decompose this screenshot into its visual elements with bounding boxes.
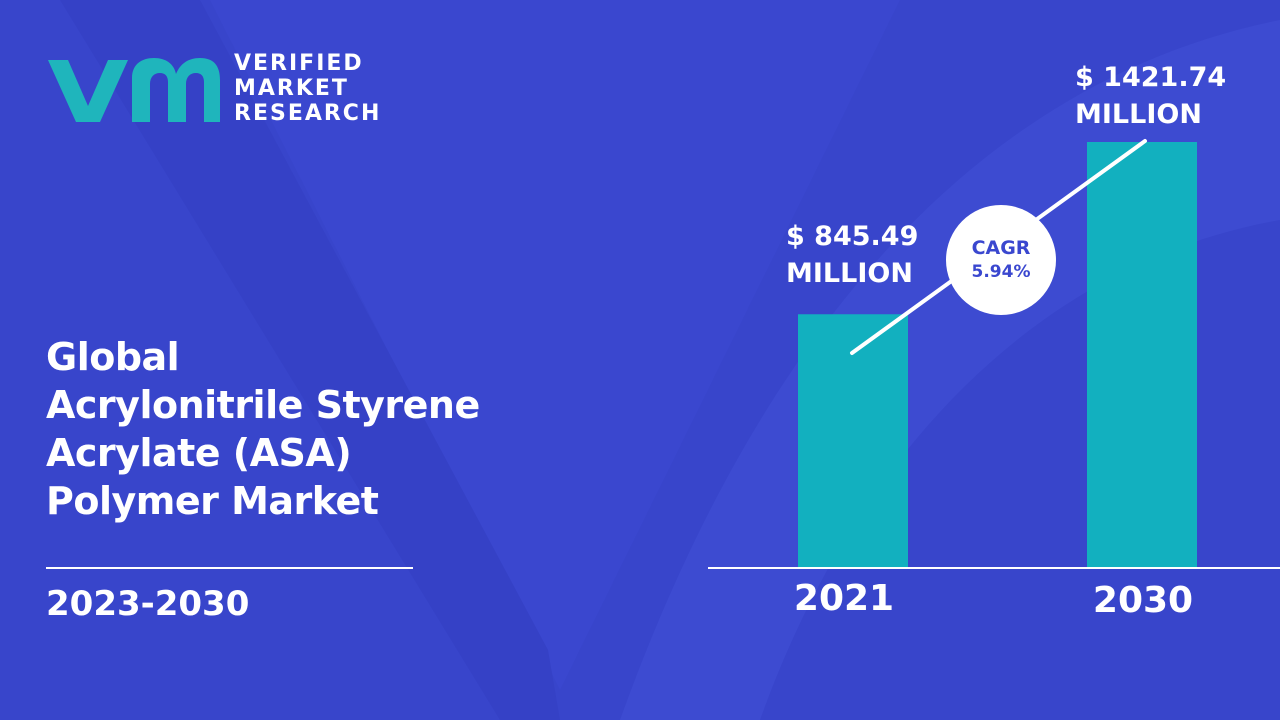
bar-value-2030: $ 1421.74 [1075,62,1227,93]
brand-line-1: VERIFIED [234,51,364,76]
cagr-badge: CAGR 5.94% [946,205,1056,315]
vmr-logo-icon [48,58,220,122]
title-line-2: Acrylonitrile Styrene [46,383,480,427]
cagr-value: 5.94% [971,262,1031,282]
bar-value-label-2021: $ 845.49 MILLION [786,218,918,292]
bar-unit-2030: MILLION [1075,99,1202,130]
x-tick-2030: 2030 [1092,580,1194,621]
bar-2021 [798,314,908,567]
title-line-3: Acrylate (ASA) [46,431,352,475]
brand-logo: VERIFIED MARKET RESEARCH [44,50,404,130]
brand-line-2: MARKET [234,76,349,101]
title-line-1: Global [46,335,180,379]
title-divider [46,567,413,569]
bar-value-2021: $ 845.49 [786,221,919,252]
bar-value-label-2030: $ 1421.74 MILLION [1075,59,1226,133]
page-title: Global Acrylonitrile Styrene Acrylate (A… [46,333,566,525]
bar-unit-2021: MILLION [786,258,913,289]
cagr-label: CAGR [971,237,1031,259]
title-line-4: Polymer Market [46,479,379,523]
brand-name: VERIFIED MARKET RESEARCH [234,51,381,126]
bar-2030 [1087,142,1197,567]
x-tick-2021: 2021 [793,578,895,619]
forecast-period: 2023-2030 [46,584,250,624]
brand-line-3: RESEARCH [234,101,382,126]
